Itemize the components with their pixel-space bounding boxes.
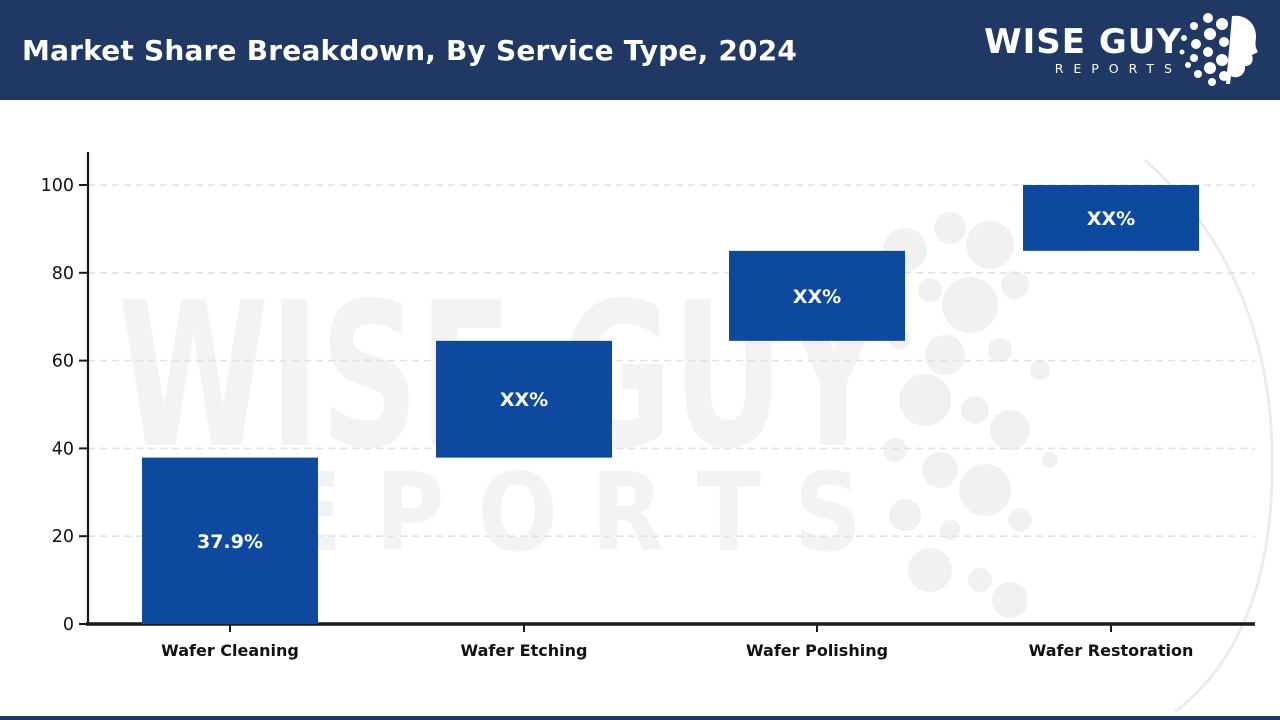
background-watermark: WISE GUY R E P O R T S: [0, 100, 1280, 716]
bar-label: XX%: [793, 286, 841, 308]
x-category-label: Wafer Cleaning: [161, 641, 299, 660]
bar: [729, 250, 905, 341]
brand-logo-text: WISE GUY REPORTS: [984, 25, 1182, 76]
bar-label: XX%: [500, 389, 548, 411]
brand-head-icon: [1179, 13, 1258, 86]
page-title: Market Share Breakdown, By Service Type,…: [22, 33, 798, 67]
y-tick-label: 80: [52, 264, 74, 284]
bar: [436, 340, 612, 458]
brand-name: WISE GUY: [984, 21, 1182, 62]
bar: [142, 457, 318, 624]
watermark-head-outline: [1143, 158, 1274, 714]
y-tick-label: 40: [52, 439, 74, 459]
watermark-head-dots: [883, 212, 1058, 618]
header-bar: Market Share Breakdown, By Service Type,…: [0, 0, 1280, 100]
y-tick-label: 100: [41, 176, 74, 196]
watermark-line1: WISE GUY: [118, 260, 884, 493]
watermark-line2: R E P O R T S: [172, 451, 862, 576]
y-tick-label: 0: [63, 615, 74, 635]
footer-bar: [0, 716, 1280, 720]
brand-subtitle: REPORTS: [1054, 60, 1182, 76]
x-category-label: Wafer Etching: [461, 641, 588, 660]
bar: [1023, 185, 1199, 251]
bar-label: XX%: [1087, 208, 1135, 230]
y-tick-label: 20: [52, 527, 74, 547]
y-tick-label: 60: [52, 352, 74, 372]
x-category-label: Wafer Polishing: [746, 641, 888, 660]
bar-label: 37.9%: [197, 531, 263, 553]
x-category-label: Wafer Restoration: [1029, 641, 1194, 660]
brand-logo: WISE GUY REPORTS: [984, 0, 1262, 100]
